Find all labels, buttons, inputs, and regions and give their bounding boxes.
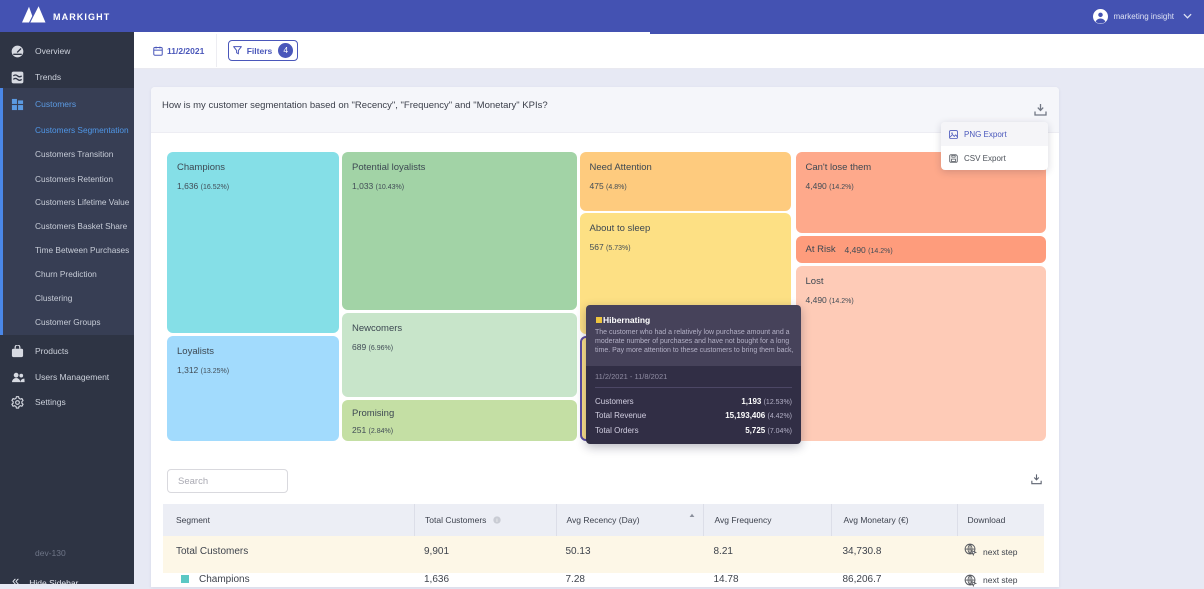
svg-text:i: i	[496, 518, 497, 524]
